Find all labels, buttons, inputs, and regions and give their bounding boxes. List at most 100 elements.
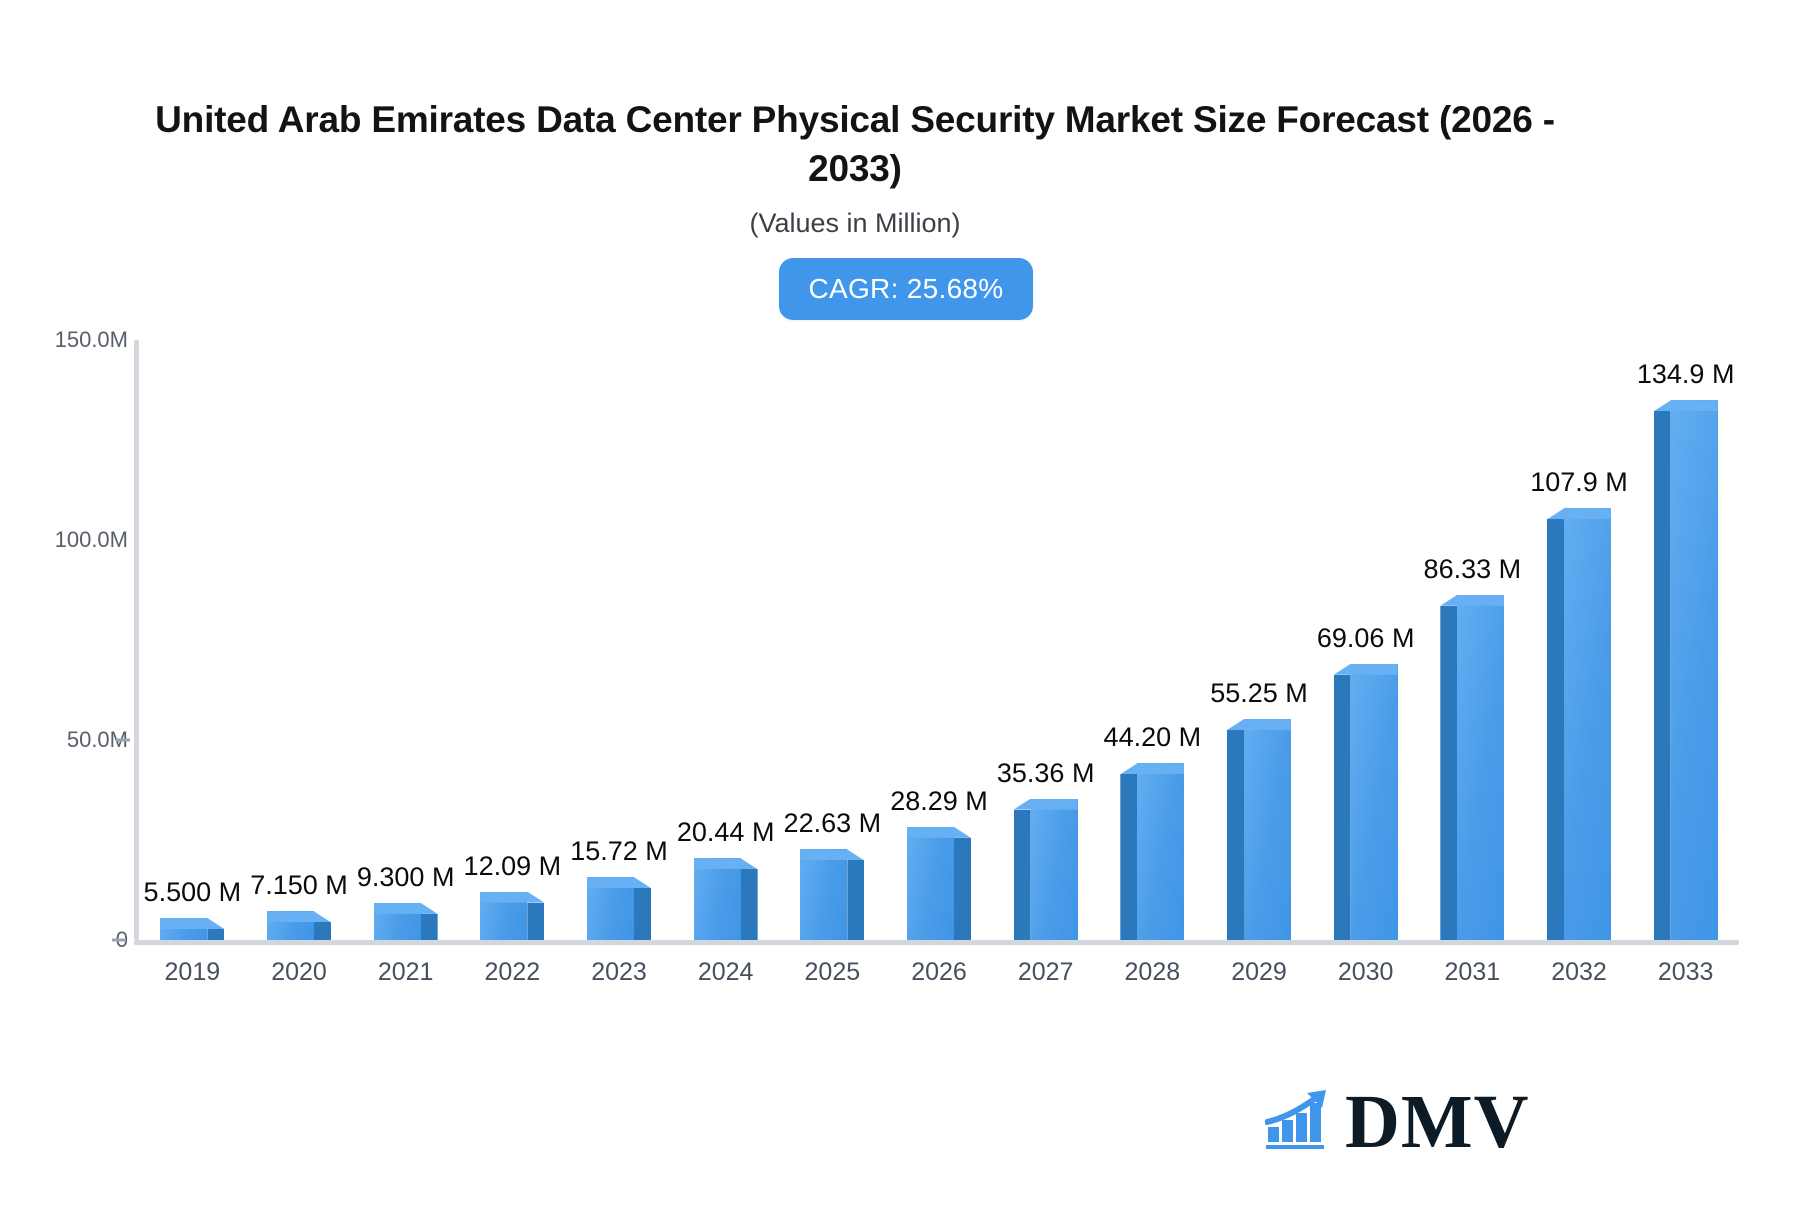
bar-face bbox=[1030, 798, 1078, 940]
bar[interactable] bbox=[1013, 798, 1078, 940]
bar-face bbox=[693, 858, 741, 940]
bar-side-face bbox=[207, 929, 225, 940]
bar-side-face bbox=[740, 869, 758, 940]
bar[interactable] bbox=[480, 891, 545, 940]
bar-side-face bbox=[1547, 519, 1564, 940]
bar-column[interactable]: 9.300 M bbox=[357, 300, 454, 940]
bar-value-label: 22.63 M bbox=[783, 808, 882, 839]
bar-column[interactable]: 55.25 M bbox=[1210, 300, 1308, 940]
bar-top-face bbox=[587, 877, 651, 888]
bar-value-label: 134.9 M bbox=[1636, 359, 1735, 390]
bar[interactable] bbox=[1333, 663, 1398, 940]
bar-face bbox=[1137, 763, 1185, 940]
x-tick-label: 2032 bbox=[1551, 958, 1607, 986]
bar-side-face bbox=[1013, 809, 1031, 940]
x-tick-label: 2028 bbox=[1124, 958, 1181, 986]
x-tick-label: 2025 bbox=[804, 958, 861, 986]
bar-face bbox=[800, 849, 848, 940]
y-tick-label: 0 bbox=[10, 927, 128, 953]
bar[interactable] bbox=[160, 918, 225, 940]
bar-value-label: 15.72 M bbox=[570, 836, 668, 867]
y-tick-label: 50.0M bbox=[66, 727, 128, 752]
bar-column[interactable]: 28.29 M bbox=[890, 300, 988, 940]
bar-value-label: 9.300 M bbox=[356, 861, 455, 892]
x-tick-label: 2026 bbox=[911, 958, 967, 986]
bar-value-label: 69.06 M bbox=[1316, 622, 1415, 653]
bar-value-label: 20.44 M bbox=[676, 817, 775, 848]
bar[interactable] bbox=[800, 849, 865, 940]
bar-side-face bbox=[954, 837, 971, 940]
bar[interactable] bbox=[1440, 594, 1505, 940]
bar-top-face bbox=[1227, 719, 1291, 730]
bar-face bbox=[1564, 508, 1611, 940]
bar-top-face bbox=[1440, 594, 1505, 606]
chart-subtitle: (Values in Million) bbox=[749, 207, 961, 238]
bar-side-face bbox=[314, 922, 331, 940]
bar-top-face bbox=[1120, 763, 1185, 775]
dmv-logo: DMV bbox=[1264, 1080, 1530, 1164]
bar-column[interactable]: 86.33 M bbox=[1424, 300, 1521, 940]
bar-side-face bbox=[1653, 411, 1671, 940]
bar-column[interactable]: 69.06 M bbox=[1317, 300, 1414, 940]
y-tick-label: 150.0M bbox=[54, 327, 128, 352]
x-tick-label: 2019 bbox=[164, 958, 221, 986]
bar-value-label: 107.9 M bbox=[1530, 467, 1628, 498]
bar-column[interactable]: 44.20 M bbox=[1104, 300, 1201, 940]
x-tick-label: 2030 bbox=[1337, 958, 1394, 986]
bar-value-label: 28.29 M bbox=[890, 785, 988, 816]
title-block: United Arab Emirates Data Center Physica… bbox=[110, 96, 1600, 239]
bar-column[interactable]: 7.150 M bbox=[250, 300, 348, 940]
bar[interactable] bbox=[587, 877, 651, 940]
bar-side-face bbox=[420, 913, 438, 940]
bar-value-label: 35.36 M bbox=[996, 757, 1095, 788]
bar-top-face bbox=[480, 892, 544, 903]
bar-top-face bbox=[374, 903, 438, 914]
bar[interactable] bbox=[1547, 508, 1611, 940]
bar-column[interactable]: 5.500 M bbox=[144, 300, 241, 940]
bar-top-face bbox=[1013, 798, 1078, 810]
bar-value-label: 12.09 M bbox=[463, 850, 562, 881]
bar-top-face bbox=[907, 827, 971, 838]
y-axis-line bbox=[134, 340, 139, 940]
bar[interactable] bbox=[267, 911, 331, 940]
bar-column[interactable]: 22.63 M bbox=[784, 300, 881, 940]
x-tick-label: 2020 bbox=[271, 958, 327, 986]
bar[interactable] bbox=[1227, 719, 1291, 940]
bar-side-face bbox=[527, 902, 545, 940]
bar-face bbox=[1350, 663, 1398, 940]
bar-side-face bbox=[1333, 674, 1351, 940]
x-axis-line bbox=[134, 940, 1739, 945]
bar-column[interactable]: 20.44 M bbox=[677, 300, 774, 940]
x-tick-label: 2027 bbox=[1017, 958, 1074, 986]
bar-column[interactable]: 35.36 M bbox=[997, 300, 1094, 940]
bar-column[interactable]: 107.9 M bbox=[1530, 300, 1628, 940]
bar-column[interactable]: 15.72 M bbox=[570, 300, 668, 940]
bar-top-face bbox=[800, 849, 864, 860]
bar-top-face bbox=[267, 911, 331, 922]
bar-face bbox=[1670, 400, 1718, 940]
bar[interactable] bbox=[373, 902, 438, 940]
bar[interactable] bbox=[1120, 763, 1185, 940]
x-tick-label: 2029 bbox=[1231, 958, 1287, 986]
bar-column[interactable]: 12.09 M bbox=[464, 300, 561, 940]
x-tick-label: 2024 bbox=[697, 958, 754, 986]
x-tick-label: 2033 bbox=[1657, 958, 1714, 986]
bar-face bbox=[1244, 719, 1291, 940]
bar-face bbox=[907, 826, 954, 940]
bar[interactable] bbox=[907, 826, 971, 940]
bar-value-label: 44.20 M bbox=[1103, 722, 1202, 753]
bar[interactable] bbox=[1653, 400, 1718, 940]
bar-column[interactable]: 134.9 M bbox=[1637, 300, 1734, 940]
bar-side-face bbox=[1440, 605, 1458, 940]
bar[interactable] bbox=[693, 858, 758, 940]
bar-value-label: 55.25 M bbox=[1210, 678, 1308, 708]
logo-text: DMV bbox=[1345, 1080, 1530, 1164]
bar-top-face bbox=[160, 918, 224, 929]
bar-value-label: 86.33 M bbox=[1423, 553, 1522, 584]
x-tick-label: 2021 bbox=[377, 958, 434, 986]
y-tick-mark bbox=[112, 938, 126, 942]
bar-face bbox=[1457, 594, 1505, 940]
bar-series: 5.500 M 7.150 M 9.300 M 12.09 M 15.72 M 20.44… bbox=[139, 300, 1739, 940]
bar-side-face bbox=[847, 860, 865, 940]
